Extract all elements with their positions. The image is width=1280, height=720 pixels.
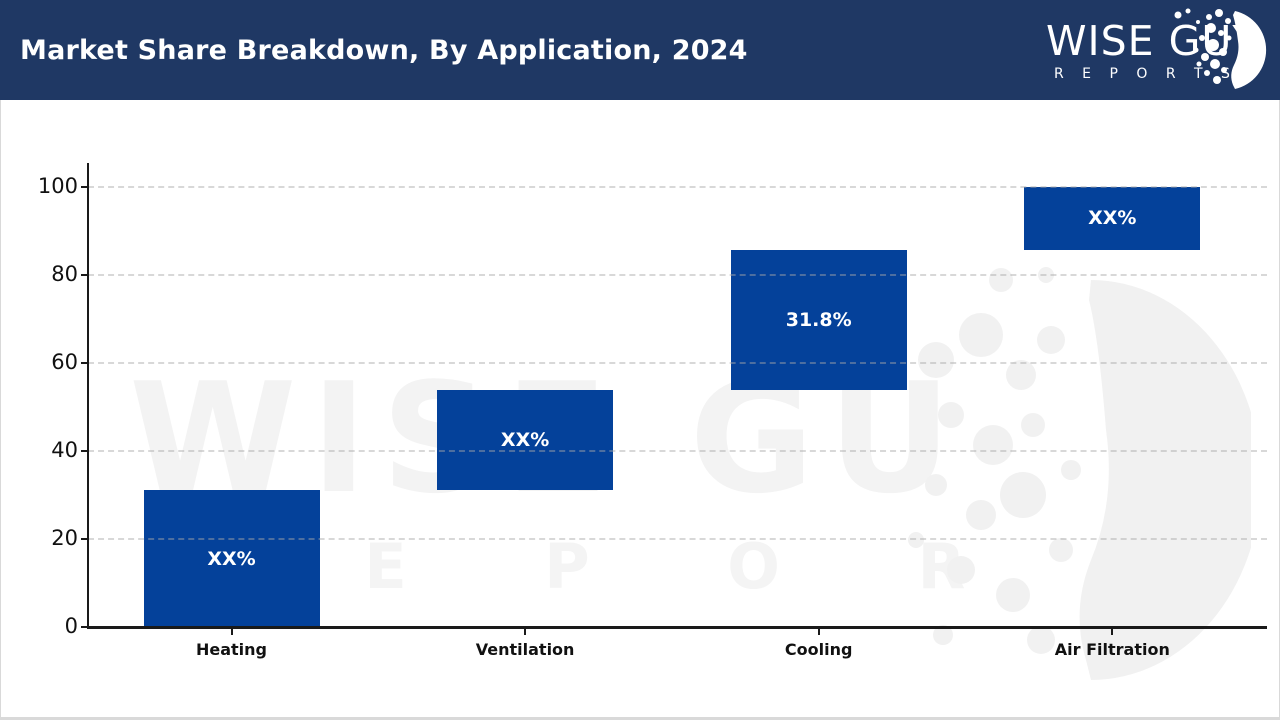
- bar-air-filtration: XX%: [1024, 186, 1201, 250]
- logo-dots-face-icon: [1174, 8, 1267, 89]
- x-category-label: Cooling: [784, 640, 853, 659]
- y-tick-label: 20: [51, 526, 78, 550]
- grid-line: [88, 538, 1267, 540]
- x-axis-tick: [230, 627, 233, 635]
- watermark-face-icon: [908, 267, 1251, 680]
- logo-line1: WISE GUY: [1046, 17, 1258, 65]
- wiseguy-logo: WISE GUY R E P O R T S: [1010, 5, 1272, 95]
- bar-value-label: 31.8%: [785, 308, 852, 331]
- grid-line: [88, 362, 1267, 364]
- bar-value-label: XX%: [1088, 207, 1137, 230]
- x-category-label: Ventilation: [475, 640, 575, 659]
- y-axis-tick: [81, 626, 89, 628]
- y-axis-tick: [81, 538, 89, 540]
- y-tick-label: 100: [37, 174, 78, 198]
- bar-ventilation: XX%: [437, 389, 614, 491]
- bar-cooling: 31.8%: [730, 249, 907, 390]
- y-axis-line: [87, 163, 89, 629]
- plot-region: 0 20 40 60 80 100 XX% XX% 31.8% XX% Heating Ventila…: [1, 100, 1280, 720]
- bar-value-label: XX%: [207, 547, 256, 570]
- y-tick-label: 0: [64, 614, 78, 638]
- y-axis-tick: [81, 186, 89, 188]
- y-axis-tick: [81, 362, 89, 364]
- header-bar: Market Share Breakdown, By Application, …: [0, 0, 1280, 100]
- grid-line: [88, 186, 1267, 188]
- x-axis-tick: [524, 627, 527, 635]
- logo-line2: R E P O R T S: [1054, 66, 1237, 82]
- bar-heating: XX%: [143, 490, 320, 627]
- y-tick-label: 40: [51, 438, 78, 462]
- grid-line: [88, 274, 1267, 276]
- x-axis-tick: [817, 627, 820, 635]
- y-axis-tick: [81, 450, 89, 452]
- y-axis-tick: [81, 274, 89, 276]
- wiseguy-logo-graphic: WISE GUY R E P O R T S: [1046, 8, 1267, 89]
- y-tick-label: 60: [51, 350, 78, 374]
- grid-line: [88, 450, 1267, 452]
- bar-value-label: XX%: [500, 428, 550, 451]
- x-category-label: Air Filtration: [1054, 640, 1170, 659]
- x-category-label: Heating: [195, 640, 267, 659]
- x-axis-line: [87, 626, 1267, 629]
- x-axis-tick: [1111, 627, 1114, 635]
- page-title: Market Share Breakdown, By Application, …: [20, 34, 748, 66]
- chart-canvas: WISE GU R E P O R T S 0 20 40 60 80 100 XX% XX%…: [0, 100, 1280, 720]
- y-tick-label: 80: [51, 262, 78, 286]
